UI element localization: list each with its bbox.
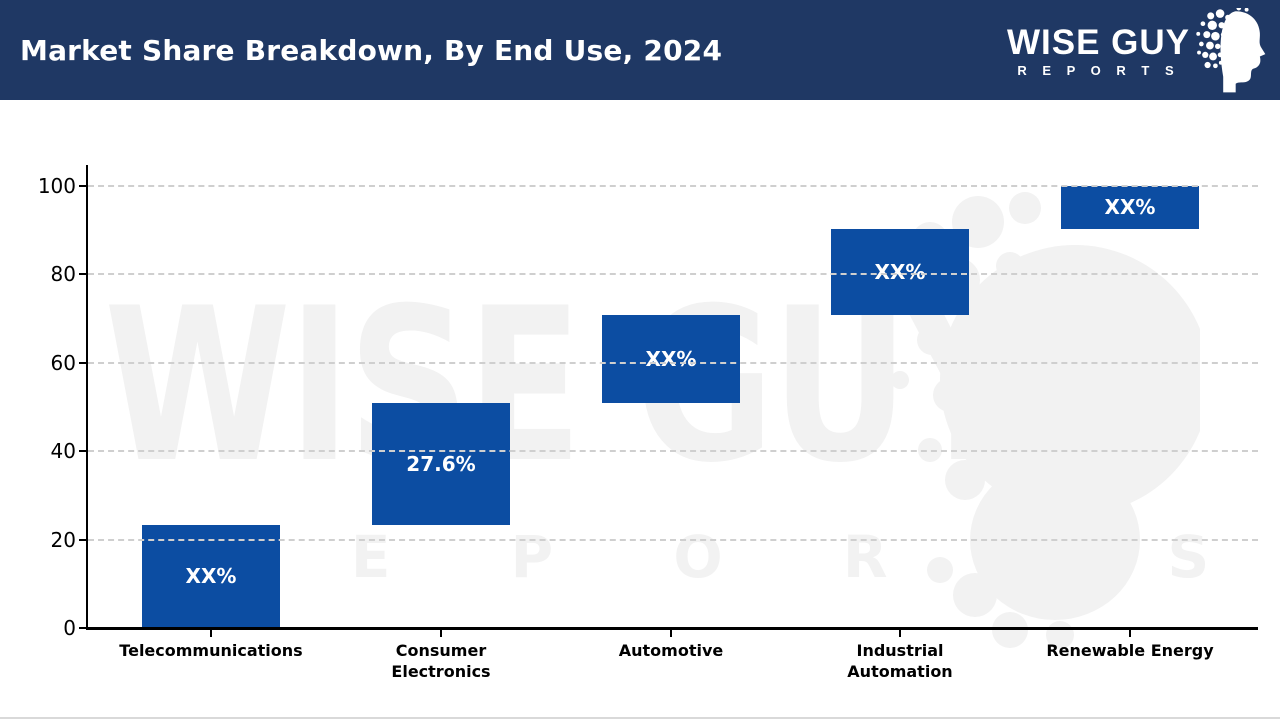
- bar-segment: XX%: [1061, 186, 1199, 229]
- gridline: [88, 450, 1258, 453]
- x-tick-label: Consumer Electronics: [391, 641, 491, 681]
- y-tick-mark: [79, 627, 88, 629]
- y-tick-mark: [79, 450, 88, 453]
- gridline: [88, 273, 1258, 276]
- y-tick-mark: [79, 273, 88, 276]
- brand-logo: WISE GUY R E P O R T S: [1007, 8, 1270, 94]
- bottom-rule: [0, 717, 1280, 719]
- bar-segment: XX%: [142, 524, 280, 628]
- gridline: [88, 361, 1258, 364]
- gridline: [88, 538, 1258, 541]
- x-tick-mark: [670, 628, 672, 637]
- x-tick-label: Telecommunications: [119, 641, 303, 660]
- bar-segment: XX%: [831, 228, 969, 316]
- y-tick-mark: [79, 185, 88, 187]
- bar-value-label: XX%: [874, 259, 926, 284]
- page-title: Market Share Breakdown, By End Use, 2024: [20, 33, 723, 67]
- x-tick-mark: [210, 628, 212, 637]
- x-tick-mark: [1129, 628, 1131, 637]
- x-axis-line: [86, 627, 1258, 630]
- chart-area: WISE GUY R E P O R T S XX% 27.6% XX% XX% XX%…: [0, 100, 1280, 718]
- y-tick-mark: [79, 361, 88, 364]
- brand-head-icon: [1196, 8, 1266, 93]
- x-tick-label: Automotive: [618, 641, 724, 660]
- y-tick-label: 40: [50, 439, 76, 464]
- bar-value-label: XX%: [645, 346, 697, 371]
- y-tick-label: 0: [63, 616, 76, 640]
- y-axis-line: [86, 165, 88, 630]
- bar-value-label: XX%: [185, 564, 237, 589]
- brand-wordmark: WISE GUY R E P O R T S: [1007, 25, 1190, 78]
- header-bar: Market Share Breakdown, By End Use, 2024…: [0, 0, 1280, 100]
- x-tick-mark: [440, 628, 442, 637]
- x-tick-mark: [899, 628, 901, 637]
- bar-value-label: 27.6%: [406, 451, 476, 476]
- y-tick-label: 80: [50, 262, 76, 287]
- y-tick-label: 60: [50, 350, 76, 375]
- x-tick-label: Renewable Energy: [1046, 641, 1214, 660]
- bar-segment: 27.6%: [372, 402, 510, 525]
- bar-segment: XX%: [602, 315, 740, 403]
- bar-value-label: XX%: [1104, 195, 1156, 220]
- brand-name: WISE GUY: [1006, 22, 1190, 62]
- y-tick-label: 100: [37, 174, 76, 198]
- y-tick-mark: [79, 538, 88, 541]
- brand-sub: R E P O R T S: [1017, 62, 1180, 78]
- gridline: [88, 185, 1258, 187]
- y-tick-label: 20: [50, 527, 76, 552]
- x-tick-label: Industrial Automation: [847, 641, 953, 681]
